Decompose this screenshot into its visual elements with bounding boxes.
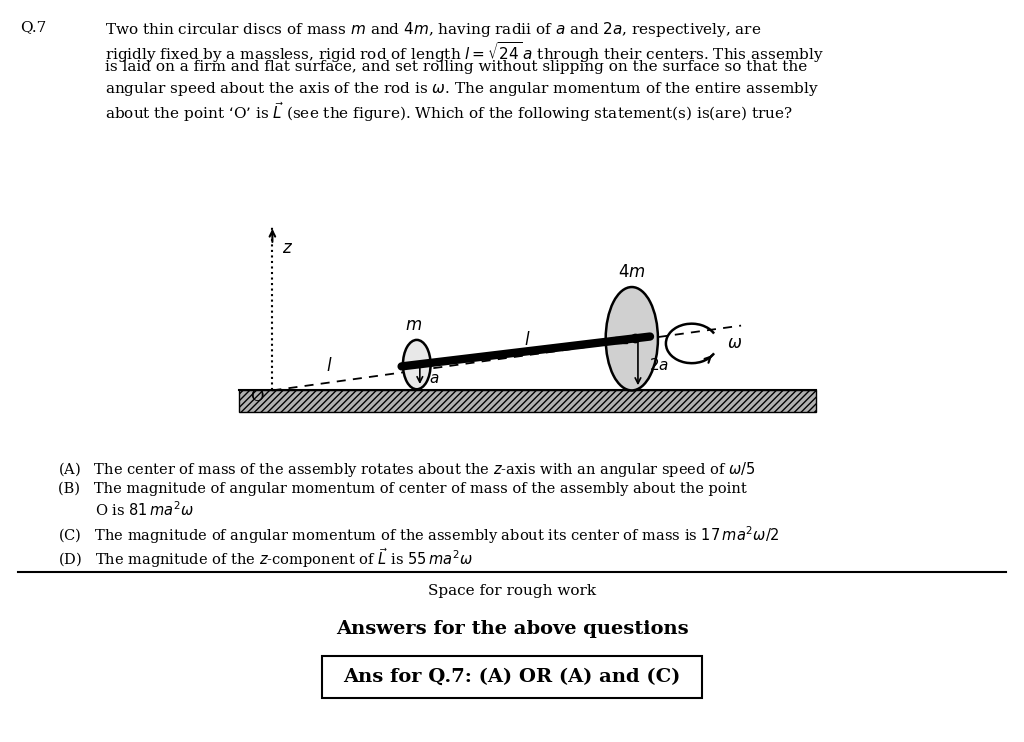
Text: Two thin circular discs of mass $m$ and $4m$, having radii of $a$ and $2a$, resp: Two thin circular discs of mass $m$ and … (105, 20, 762, 39)
Ellipse shape (402, 340, 431, 390)
Text: (C)   The magnitude of angular momentum of the assembly about its center of mass: (C) The magnitude of angular momentum of… (58, 524, 779, 545)
Text: $l$: $l$ (326, 357, 333, 375)
Text: (A)   The center of mass of the assembly rotates about the $z$-axis with an angu: (A) The center of mass of the assembly r… (58, 460, 756, 479)
Text: rigidly fixed by a massless, rigid rod of length $l=\sqrt{24}\,a$ through their : rigidly fixed by a massless, rigid rod o… (105, 40, 824, 65)
Text: $m$: $m$ (406, 318, 422, 334)
Text: O: O (250, 388, 263, 405)
Text: angular speed about the axis of the rod is $\omega$. The angular momentum of the: angular speed about the axis of the rod … (105, 80, 819, 98)
Text: about the point ‘O’ is $\vec{L}$ (see the figure). Which of the following statem: about the point ‘O’ is $\vec{L}$ (see th… (105, 100, 793, 124)
Text: (D)   The magnitude of the $z$-component of $\vec{L}$ is $55\,ma^2\omega$: (D) The magnitude of the $z$-component o… (58, 546, 473, 570)
Text: Answers for the above questions: Answers for the above questions (336, 620, 688, 638)
Text: $2a$: $2a$ (649, 357, 669, 372)
Text: Q.7: Q.7 (20, 20, 46, 34)
Text: O is $81\,ma^2\omega$: O is $81\,ma^2\omega$ (58, 500, 195, 519)
Text: $\omega$: $\omega$ (727, 335, 742, 352)
Text: $l$: $l$ (524, 331, 530, 349)
Text: (B)   The magnitude of angular momentum of center of mass of the assembly about : (B) The magnitude of angular momentum of… (58, 482, 746, 496)
Text: $a$: $a$ (429, 372, 439, 386)
Text: Space for rough work: Space for rough work (428, 584, 596, 598)
Ellipse shape (606, 287, 657, 390)
Bar (322, 656, 702, 698)
Bar (239, 390, 816, 412)
Text: $4m$: $4m$ (618, 264, 645, 281)
Text: $z$: $z$ (282, 240, 293, 257)
Text: is laid on a firm and flat surface, and set rolling without slipping on the surf: is laid on a firm and flat surface, and … (105, 60, 807, 74)
Text: Ans for Q.7: (A) OR (A) and (C): Ans for Q.7: (A) OR (A) and (C) (343, 668, 681, 686)
